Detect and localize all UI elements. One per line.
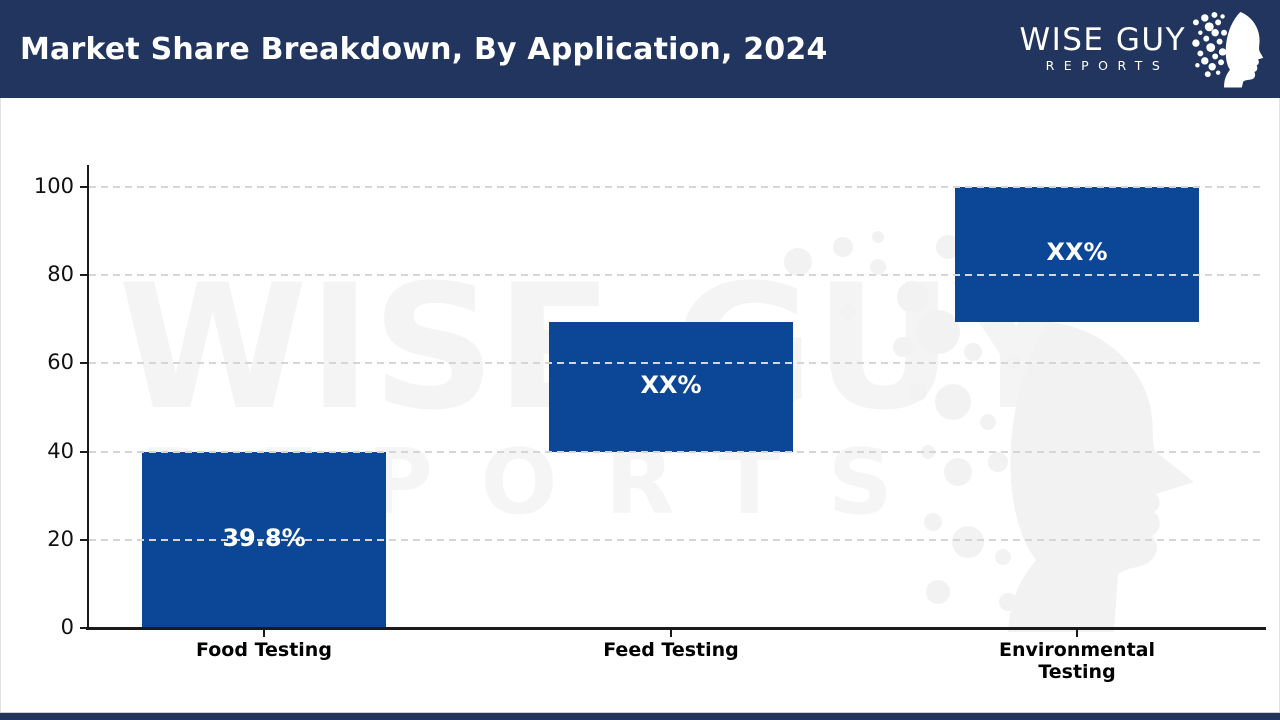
bar-value-label-2: XX% [1046,238,1108,267]
y-axis-label-20: 20 [47,526,74,551]
x-axis-label-2: Environmental Testing [999,639,1155,683]
y-axis-label-40: 40 [47,438,74,463]
x-axis-tick-2 [1076,630,1078,637]
footer-bar [0,712,1280,720]
brand-logo-text: WISE GUY REPORTS [1019,25,1186,73]
bar-value-label-1: XX% [640,370,702,399]
logo-face-icon [1192,12,1264,88]
brand-name: WISE GUY [1019,22,1186,59]
page-title: Market Share Breakdown, By Application, … [20,31,828,67]
gridline-40 [89,450,1265,453]
y-axis-tick-40 [80,450,87,453]
gridline-100 [89,186,1265,188]
y-axis-tick-80 [80,274,87,277]
y-axis-label-0: 0 [60,615,74,639]
bar-1 [549,321,793,453]
bar-value-label-0: 39.8% [222,524,306,553]
gridline-60 [89,362,1265,365]
header-bar: Market Share Breakdown, By Application, … [0,0,1280,98]
bar-2 [955,187,1199,322]
gridline-80 [89,274,1265,277]
brand-logo: WISE GUY REPORTS [1019,9,1264,89]
y-axis-tick-0 [80,627,87,629]
x-axis-label-1: Feed Testing [603,639,739,661]
y-axis-label-60: 60 [47,350,74,375]
brand-subname: REPORTS [1045,58,1170,74]
gridline-20 [89,538,1265,541]
y-axis-line [87,165,89,630]
y-axis-tick-100 [80,186,87,188]
x-axis-tick-1 [670,630,672,637]
x-axis-label-0: Food Testing [196,639,332,661]
y-axis-tick-60 [80,362,87,365]
x-axis-tick-0 [263,630,265,637]
x-axis-line [86,627,1266,630]
y-axis-label-100: 100 [33,174,74,198]
y-axis-tick-20 [80,538,87,541]
y-axis-label-80: 80 [47,262,74,287]
page-border-left [0,98,1,713]
